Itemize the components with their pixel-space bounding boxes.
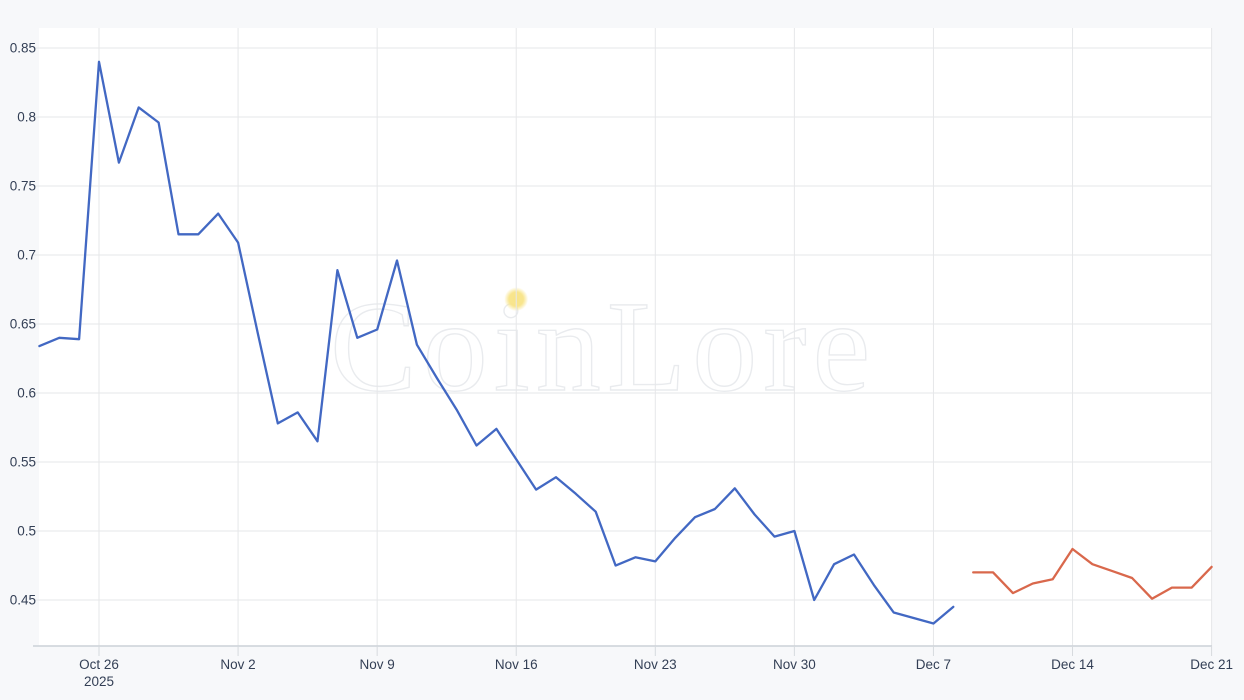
y-axis-tick-label: 0.6: [17, 386, 36, 401]
y-axis-tick-label: 0.65: [10, 317, 36, 332]
x-axis-tick-label: Oct 26: [79, 657, 119, 672]
plot-area: [39, 28, 1212, 646]
axis-labels: 0.85 0.8 0.75 0.7 0.65 0.6 0.55 0.5 0.45 Oct 26 20…: [10, 41, 1233, 689]
y-axis-tick-label: 0.5: [17, 524, 36, 539]
x-axis-tick-label: Dec 7: [916, 657, 951, 672]
y-axis-tick-label: 0.45: [10, 593, 36, 608]
x-axis-tick-label: Nov 30: [773, 657, 816, 672]
tick-marks: [98, 646, 1213, 656]
series-lines: [38, 60, 1213, 625]
x-axis-tick-label: Dec 21: [1190, 657, 1233, 672]
y-axis-tick-label: 0.55: [10, 455, 36, 470]
x-axis-tick-label: Dec 14: [1051, 657, 1094, 672]
x-axis-tick-label: Nov 2: [220, 657, 255, 672]
y-axis-tick-label: 0.75: [10, 179, 36, 194]
x-axis-tick-label: Nov 16: [495, 657, 538, 672]
gridlines: [33, 28, 1213, 646]
series-line-price-history-blue: [38, 60, 955, 625]
y-axis-tick-label: 0.7: [17, 248, 36, 263]
series-line-price-recent-orange: [972, 547, 1213, 600]
y-axis-tick-label: 0.8: [17, 110, 36, 125]
x-axis-tick-label: Nov 9: [360, 657, 395, 672]
x-axis-tick-sublabel: 2025: [84, 674, 114, 689]
y-axis-tick-label: 0.85: [10, 41, 36, 56]
x-axis-tick-label: Nov 23: [634, 657, 677, 672]
